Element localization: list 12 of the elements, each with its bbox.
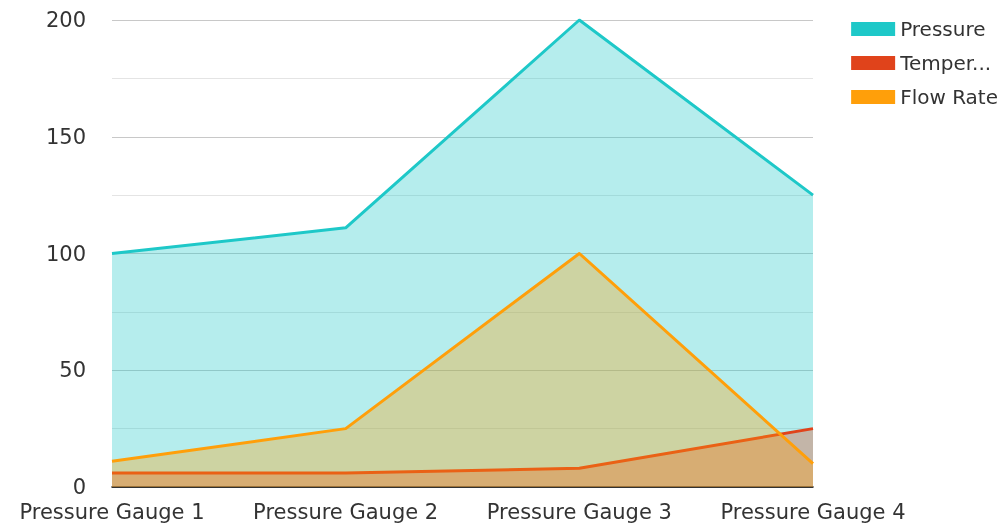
- x-tick-label: Pressure Gauge 2: [253, 499, 439, 524]
- x-tick-label: Pressure Gauge 1: [19, 499, 205, 524]
- legend-label: Temper...: [899, 51, 992, 75]
- y-tick-label: 150: [45, 124, 86, 149]
- y-tick-label: 0: [72, 475, 86, 499]
- y-tick-label: 200: [45, 8, 86, 32]
- x-tick-label: Pressure Gauge 4: [720, 499, 906, 524]
- x-tick-label: Pressure Gauge 3: [486, 499, 672, 524]
- legend-label: Flow Rate: [900, 85, 998, 109]
- y-tick-label: 100: [45, 241, 86, 266]
- y-tick-label: 50: [59, 358, 86, 383]
- legend-label: Pressure: [900, 17, 986, 41]
